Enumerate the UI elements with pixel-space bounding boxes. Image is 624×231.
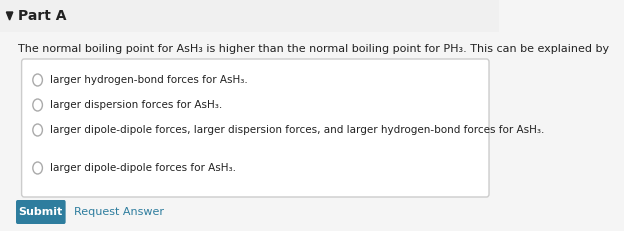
Text: larger dispersion forces for AsH₃.: larger dispersion forces for AsH₃.	[50, 100, 222, 110]
Polygon shape	[6, 12, 13, 20]
FancyBboxPatch shape	[0, 0, 499, 32]
Text: Part A: Part A	[17, 9, 66, 23]
Text: Request Answer: Request Answer	[74, 207, 163, 217]
Text: Submit: Submit	[19, 207, 63, 217]
Circle shape	[33, 124, 42, 136]
Text: The normal boiling point for AsH₃ is higher than the normal boiling point for PH: The normal boiling point for AsH₃ is hig…	[17, 44, 609, 54]
Text: larger hydrogen-bond forces for AsH₃.: larger hydrogen-bond forces for AsH₃.	[50, 75, 247, 85]
FancyBboxPatch shape	[16, 200, 66, 224]
Circle shape	[33, 99, 42, 111]
Circle shape	[33, 162, 42, 174]
Text: larger dipole-dipole forces, larger dispersion forces, and larger hydrogen-bond : larger dipole-dipole forces, larger disp…	[50, 125, 544, 135]
Circle shape	[33, 74, 42, 86]
Text: larger dipole-dipole forces for AsH₃.: larger dipole-dipole forces for AsH₃.	[50, 163, 236, 173]
FancyBboxPatch shape	[22, 59, 489, 197]
